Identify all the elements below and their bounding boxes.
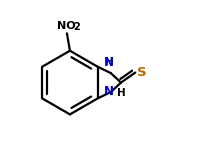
Text: N: N (104, 56, 114, 69)
Text: 2: 2 (74, 22, 80, 32)
Text: H: H (117, 88, 125, 98)
Text: S: S (137, 66, 146, 79)
Text: N: N (104, 85, 114, 98)
Text: H: H (105, 57, 114, 67)
Text: NO: NO (57, 21, 75, 32)
